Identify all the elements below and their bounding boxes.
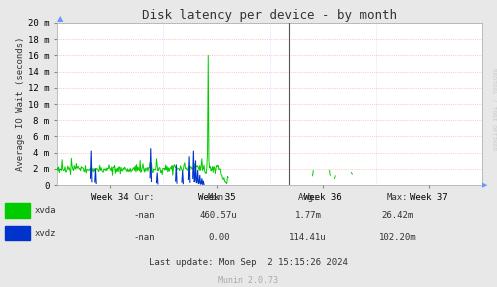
Title: Disk latency per device - by month: Disk latency per device - by month <box>142 9 397 22</box>
Text: Max:: Max: <box>387 193 409 202</box>
Bar <box>5 226 30 241</box>
Text: ▶: ▶ <box>482 182 488 188</box>
Text: Min:: Min: <box>208 193 230 202</box>
Text: xvdz: xvdz <box>35 228 56 238</box>
Text: -nan: -nan <box>133 233 155 243</box>
Text: -nan: -nan <box>133 211 155 220</box>
Text: Last update: Mon Sep  2 15:15:26 2024: Last update: Mon Sep 2 15:15:26 2024 <box>149 258 348 267</box>
Text: ▲: ▲ <box>57 14 64 23</box>
Text: 114.41u: 114.41u <box>289 233 327 243</box>
Y-axis label: Average IO Wait (seconds): Average IO Wait (seconds) <box>16 37 25 171</box>
Text: 0.00: 0.00 <box>208 233 230 243</box>
Text: 460.57u: 460.57u <box>200 211 238 220</box>
Bar <box>5 203 30 218</box>
Text: 1.77m: 1.77m <box>295 211 322 220</box>
Text: Cur:: Cur: <box>133 193 155 202</box>
Text: RRDTOOL / TOBI OETIKER: RRDTOOL / TOBI OETIKER <box>491 68 496 150</box>
Text: 102.20m: 102.20m <box>379 233 416 243</box>
Text: Munin 2.0.73: Munin 2.0.73 <box>219 276 278 285</box>
Text: xvda: xvda <box>35 206 56 215</box>
Text: Avg:: Avg: <box>297 193 319 202</box>
Text: 26.42m: 26.42m <box>382 211 414 220</box>
